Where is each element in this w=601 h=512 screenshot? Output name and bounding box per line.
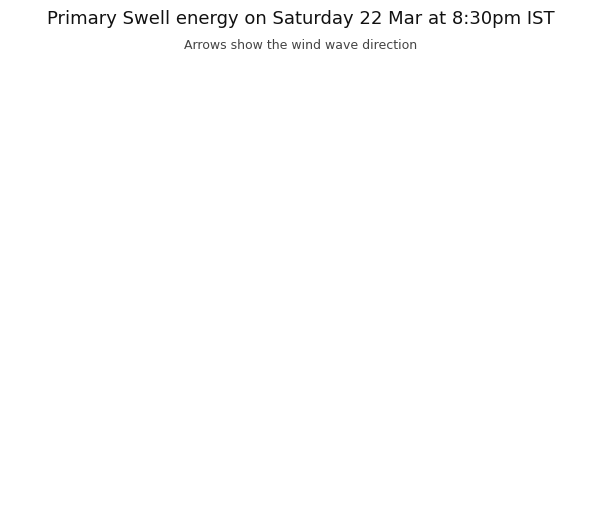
Text: Arrows show the wind wave direction: Arrows show the wind wave direction [184,38,417,52]
Text: Primary Swell energy on Saturday 22 Mar at 8:30pm IST: Primary Swell energy on Saturday 22 Mar … [47,10,554,28]
Text: cartopy error: No module named 'cartopy': cartopy error: No module named 'cartopy' [183,280,418,290]
